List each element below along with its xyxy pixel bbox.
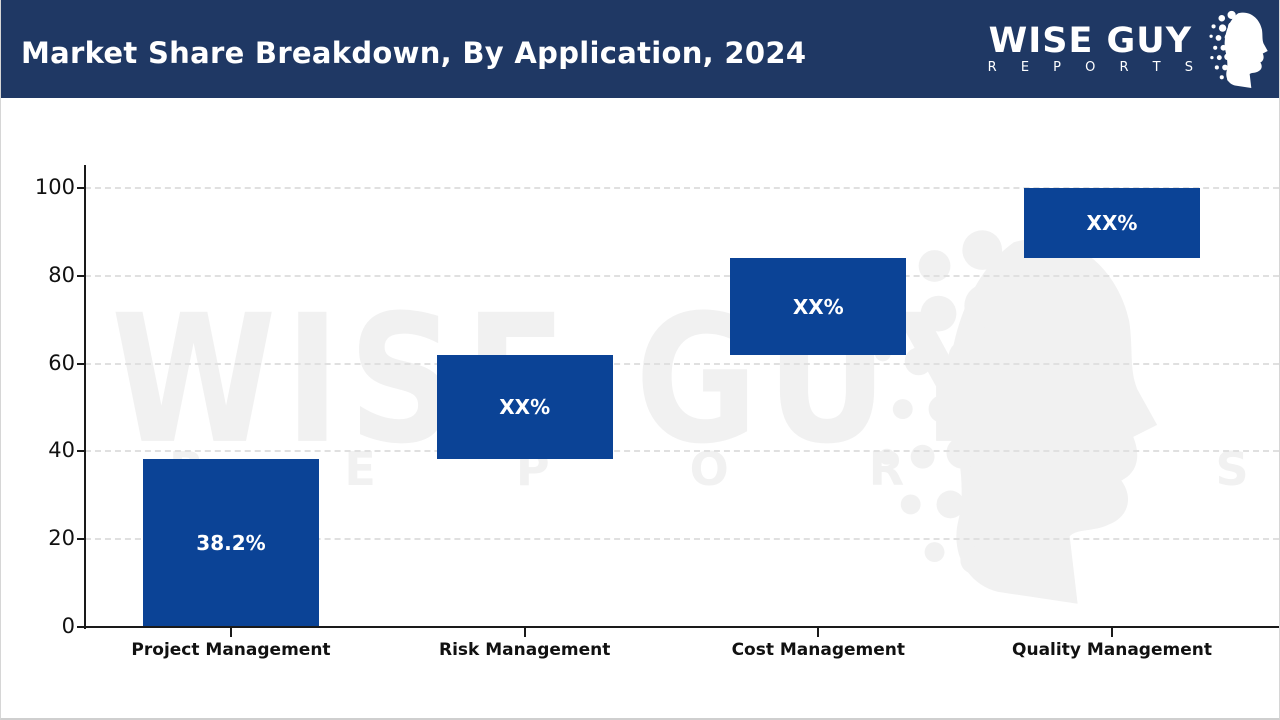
x-tick-mark	[1111, 628, 1113, 637]
y-gridline	[85, 450, 1279, 453]
bar-cost-management: XX%	[730, 258, 907, 355]
x-axis-category-label: Project Management	[131, 640, 331, 660]
page-title: Market Share Breakdown, By Application, …	[21, 36, 807, 70]
bar-quality-management: XX%	[1024, 188, 1200, 259]
x-tick-mark	[230, 628, 232, 637]
y-axis-tick-label: 0	[61, 614, 75, 638]
y-axis-tick-label: 60	[48, 350, 75, 375]
x-axis-category-label: Risk Management	[438, 640, 611, 660]
y-axis-tick-label: 20	[48, 526, 75, 551]
bar-value-label: XX%	[1086, 211, 1138, 236]
y-gridline	[85, 274, 1279, 277]
y-tick-mark	[77, 626, 85, 628]
x-axis-line	[84, 626, 1279, 628]
y-tick-mark	[77, 450, 85, 453]
bar-value-label: XX%	[499, 395, 551, 420]
y-axis-line	[84, 165, 86, 629]
brand-logo: WISE GUY R E P O R T S	[978, 8, 1271, 90]
bar-risk-management: XX%	[436, 354, 613, 460]
bar-value-label: XX%	[792, 294, 844, 319]
y-tick-mark	[77, 187, 85, 189]
y-axis-tick-label: 40	[48, 438, 75, 463]
y-axis-tick-label: 80	[48, 262, 75, 287]
bar-project-management: 38.2%	[143, 459, 319, 627]
x-axis-category-label: Cost Management	[731, 640, 906, 660]
brand-subtitle: R E P O R T S	[987, 60, 1203, 76]
header-bar: Market Share Breakdown, By Application, …	[1, 0, 1279, 98]
y-tick-mark	[77, 538, 85, 541]
y-tick-mark	[77, 362, 85, 365]
bar-value-label: 38.2%	[196, 531, 266, 556]
x-tick-mark	[817, 628, 820, 637]
y-gridline	[85, 187, 1279, 189]
y-axis-tick-label: 100	[34, 175, 75, 199]
x-tick-mark	[523, 628, 526, 637]
x-axis-category-label: Quality Management	[1012, 640, 1212, 660]
y-gridline	[85, 538, 1279, 541]
y-gridline	[85, 362, 1279, 365]
brand-head-icon	[1209, 10, 1268, 88]
y-tick-mark	[77, 274, 85, 277]
brand-logo-text: WISE GUY R E P O R T S	[978, 20, 1203, 76]
brand-name: WISE GUY	[988, 20, 1193, 61]
